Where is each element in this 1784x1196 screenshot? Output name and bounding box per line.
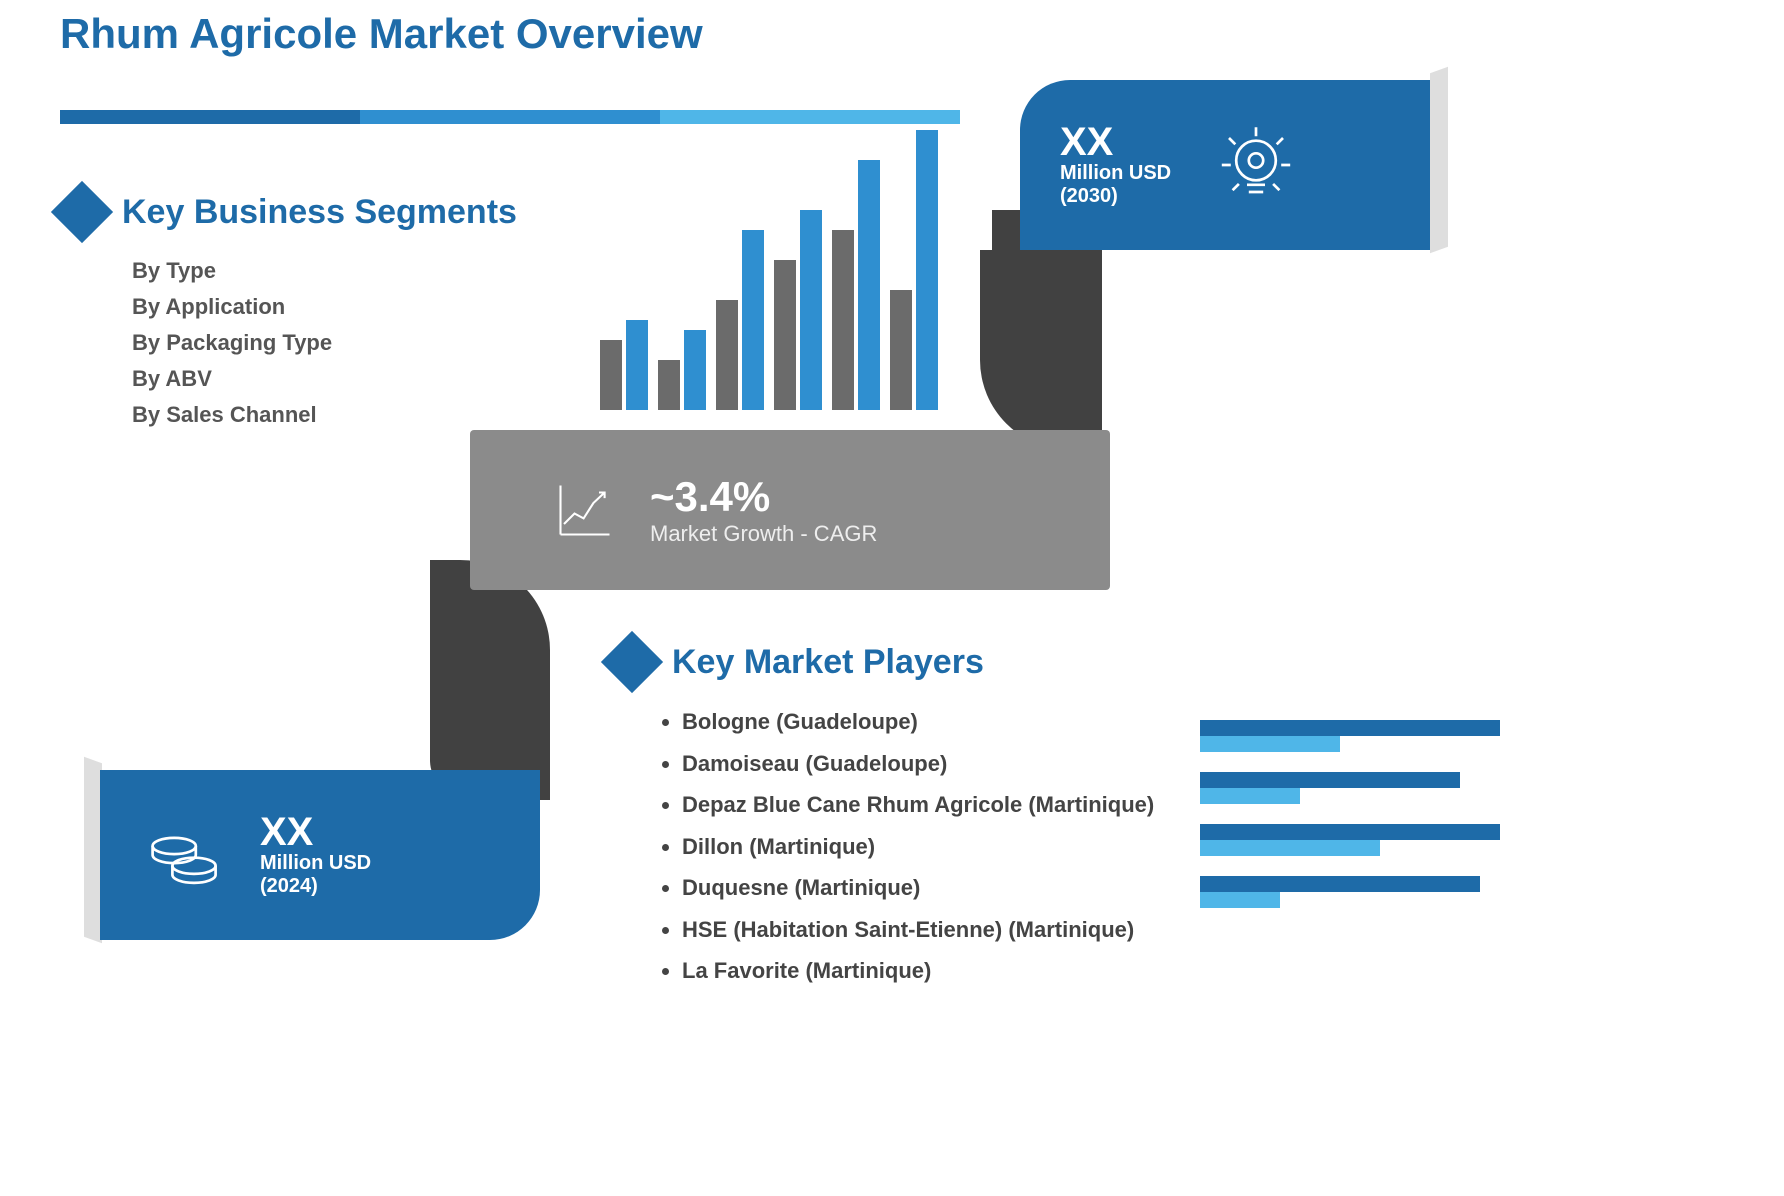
bar-series-b xyxy=(916,130,938,410)
forecast-unit: Million USD(2030) xyxy=(1060,162,1171,208)
bar-series-a xyxy=(832,230,854,410)
hbar-back xyxy=(1200,772,1460,788)
players-header: Key Market Players xyxy=(610,640,1170,684)
divider-seg-1 xyxy=(60,110,360,124)
players-title: Key Market Players xyxy=(672,643,984,682)
bar-series-b xyxy=(858,160,880,410)
players-block: Key Market Players Bologne (Guadeloupe) D… xyxy=(610,640,1170,999)
forecast-text: XX Million USD(2030) xyxy=(1060,122,1171,208)
divider-seg-2 xyxy=(360,110,660,124)
diamond-icon xyxy=(601,631,663,693)
bar-pair xyxy=(832,160,880,410)
players-list: Bologne (Guadeloupe) Damoiseau (Guadeloup… xyxy=(682,708,1170,985)
growth-pct: ~3.4% xyxy=(650,473,877,521)
base-value: XX xyxy=(260,812,371,852)
divider-seg-3 xyxy=(660,110,960,124)
bar-series-a xyxy=(716,300,738,410)
player-item: Dillon (Martinique) xyxy=(682,833,1170,861)
forecast-value: XX xyxy=(1060,122,1171,162)
bar-pair xyxy=(716,230,764,410)
growth-chart-icon xyxy=(550,475,620,545)
horizontal-bars xyxy=(1200,720,1500,928)
lightbulb-icon xyxy=(1211,120,1301,210)
segment-item: By Packaging Type xyxy=(132,330,560,356)
bar-series-b xyxy=(742,230,764,410)
player-item: Depaz Blue Cane Rhum Agricole (Martiniqu… xyxy=(682,791,1170,819)
segments-header: Key Business Segments xyxy=(60,190,560,234)
bar-pair xyxy=(890,130,938,410)
ribbon-forecast: XX Million USD(2030) xyxy=(1020,80,1430,250)
bar-series-a xyxy=(890,290,912,410)
hbar-front xyxy=(1200,736,1340,752)
segment-item: By Application xyxy=(132,294,560,320)
bar-series-a xyxy=(600,340,622,410)
player-item: Bologne (Guadeloupe) xyxy=(682,708,1170,736)
ribbon-dark-right xyxy=(980,250,1100,450)
segment-item: By Type xyxy=(132,258,560,284)
base-text: XX Million USD(2024) xyxy=(260,812,371,898)
hbar-back xyxy=(1200,720,1500,736)
diamond-icon xyxy=(51,181,113,243)
player-item: Duquesne (Martinique) xyxy=(682,874,1170,902)
bar-pair xyxy=(658,330,706,410)
ribbon-top-edge xyxy=(1430,67,1448,254)
hbar-front xyxy=(1200,892,1280,908)
player-item: La Favorite (Martinique) xyxy=(682,957,1170,985)
hbar-row xyxy=(1200,824,1500,854)
segment-item: By Sales Channel xyxy=(132,402,560,428)
ribbon-dark-left xyxy=(430,560,550,800)
coins-icon xyxy=(140,810,230,900)
bar-series-b xyxy=(626,320,648,410)
bar-series-a xyxy=(774,260,796,410)
page-title: Rhum Agricole Market Overview xyxy=(60,10,703,58)
bar-pair xyxy=(600,320,648,410)
hbar-back xyxy=(1200,824,1500,840)
hbar-front xyxy=(1200,788,1300,804)
bar-pair xyxy=(774,210,822,410)
bar-series-b xyxy=(800,210,822,410)
segments-title: Key Business Segments xyxy=(122,193,517,232)
segments-list: By Type By Application By Packaging Type By… xyxy=(132,258,560,428)
segment-item: By ABV xyxy=(132,366,560,392)
base-unit: Million USD(2024) xyxy=(260,852,371,898)
player-item: Damoiseau (Guadeloupe) xyxy=(682,750,1170,778)
title-divider xyxy=(60,110,960,124)
hbar-back xyxy=(1200,876,1480,892)
growth-text: ~3.4% Market Growth - CAGR xyxy=(650,473,877,547)
hbar-row xyxy=(1200,720,1500,750)
hbar-row xyxy=(1200,876,1500,906)
growth-label: Market Growth - CAGR xyxy=(650,521,877,547)
player-item: HSE (Habitation Saint-Etienne) (Martiniq… xyxy=(682,916,1170,944)
ribbon-base: XX Million USD(2024) xyxy=(100,770,540,940)
hbar-front xyxy=(1200,840,1380,856)
bar-series-b xyxy=(684,330,706,410)
bar-series-a xyxy=(658,360,680,410)
hbar-row xyxy=(1200,772,1500,802)
segments-block: Key Business Segments By Type By Applicat… xyxy=(60,190,560,438)
ribbon-growth: ~3.4% Market Growth - CAGR xyxy=(470,430,1110,590)
growth-barchart xyxy=(600,130,980,410)
